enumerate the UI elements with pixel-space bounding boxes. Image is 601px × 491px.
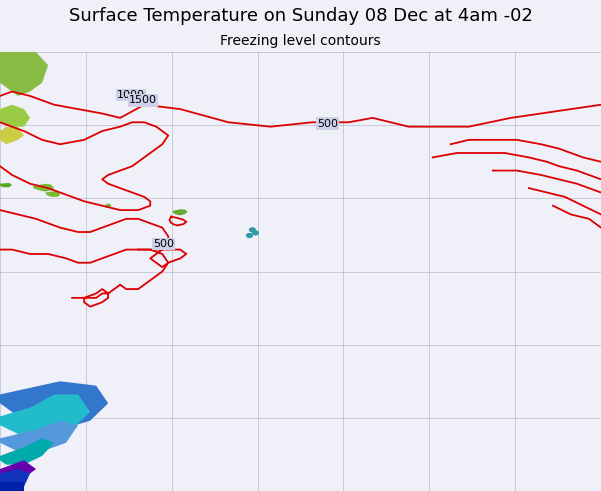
Polygon shape bbox=[0, 460, 36, 478]
Text: Freezing level contours: Freezing level contours bbox=[220, 33, 381, 48]
Text: 500: 500 bbox=[317, 119, 338, 129]
Polygon shape bbox=[0, 105, 30, 127]
Circle shape bbox=[252, 230, 259, 236]
Text: 500: 500 bbox=[153, 239, 174, 249]
Circle shape bbox=[105, 203, 111, 208]
Text: 1000: 1000 bbox=[117, 90, 145, 100]
Polygon shape bbox=[0, 438, 54, 464]
Polygon shape bbox=[0, 421, 78, 452]
Polygon shape bbox=[0, 127, 24, 144]
Polygon shape bbox=[0, 183, 12, 187]
Polygon shape bbox=[0, 394, 90, 438]
Polygon shape bbox=[172, 209, 188, 216]
Text: Surface Temperature on Sunday 08 Dec at 4am -02: Surface Temperature on Sunday 08 Dec at … bbox=[69, 6, 532, 25]
Text: 1500: 1500 bbox=[129, 95, 157, 106]
Polygon shape bbox=[0, 469, 30, 491]
Polygon shape bbox=[45, 191, 60, 197]
Polygon shape bbox=[0, 381, 108, 430]
Polygon shape bbox=[33, 184, 54, 191]
Polygon shape bbox=[0, 52, 48, 96]
Circle shape bbox=[246, 233, 253, 238]
Circle shape bbox=[249, 227, 256, 232]
Polygon shape bbox=[0, 482, 24, 491]
